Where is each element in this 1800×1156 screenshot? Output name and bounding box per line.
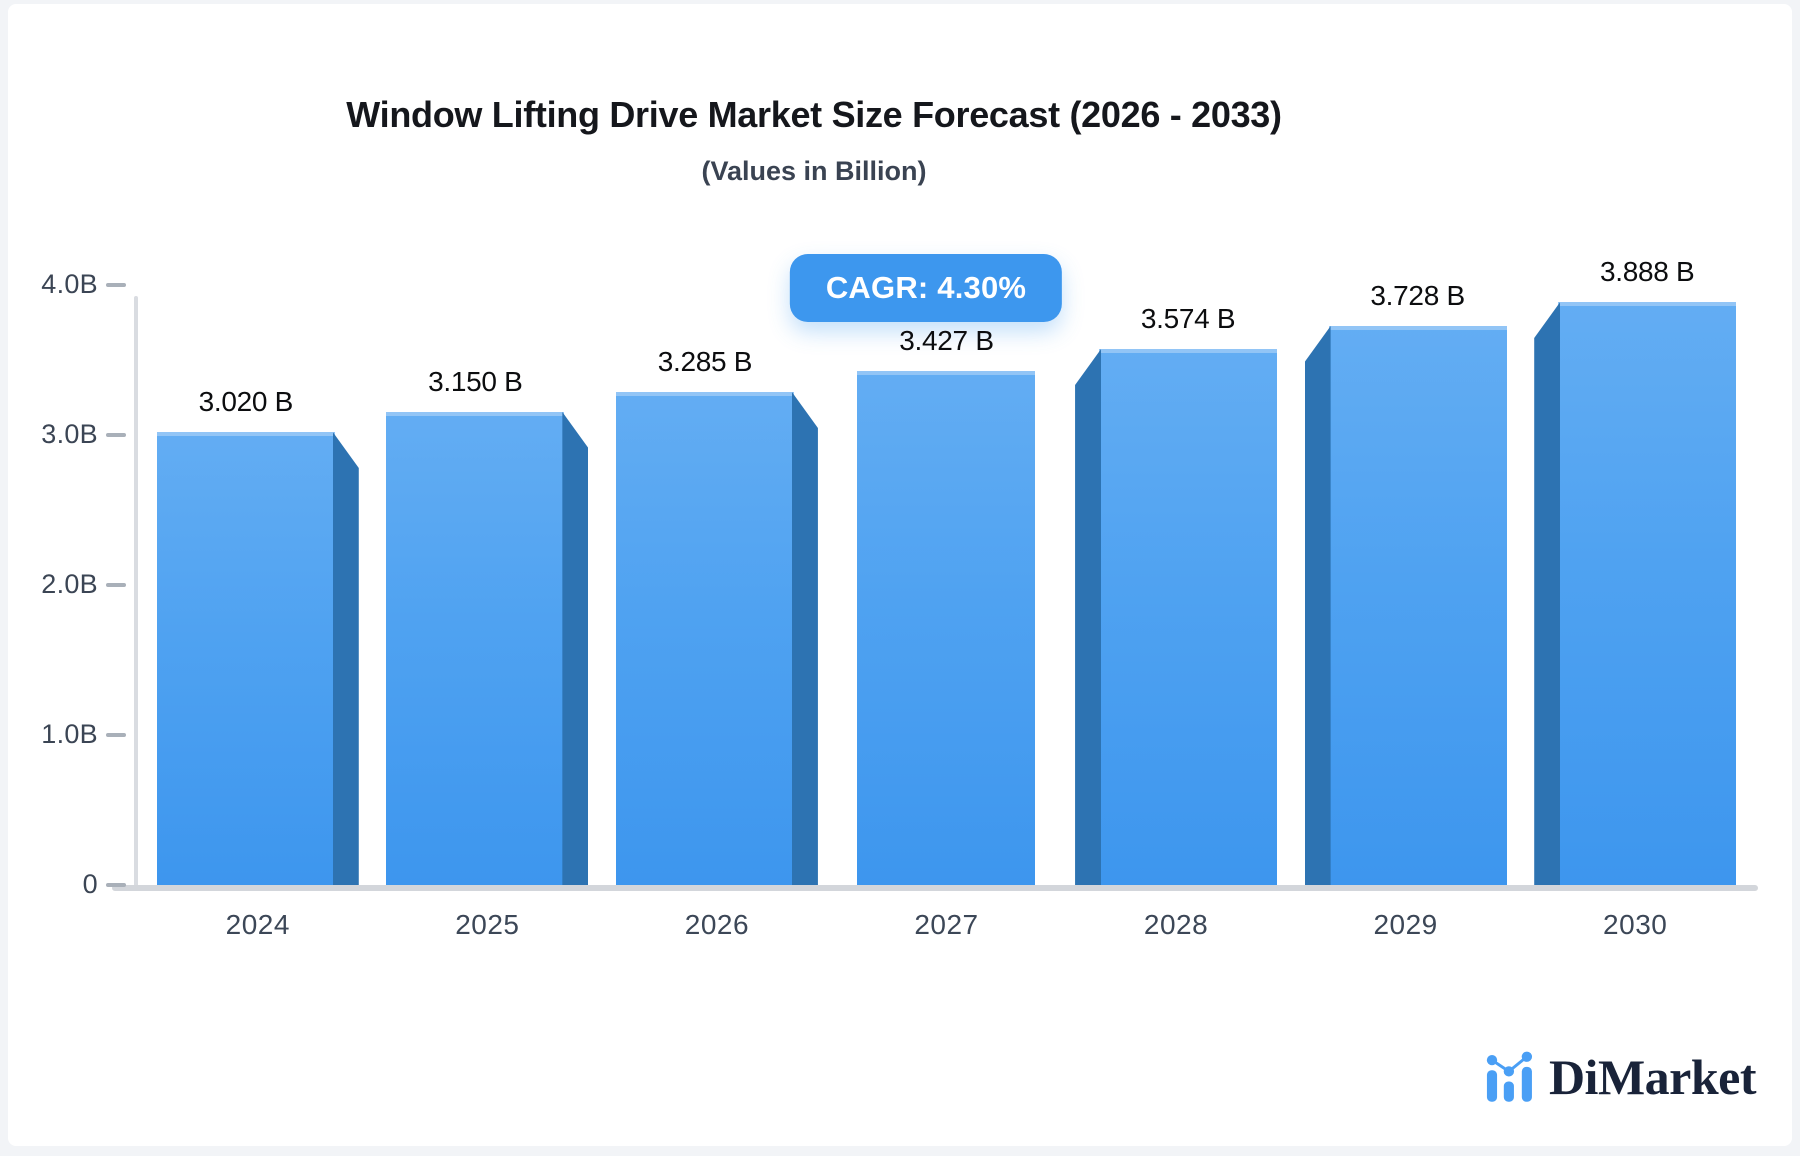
y-axis-tick — [106, 733, 126, 737]
bar-side-shadow — [791, 392, 818, 885]
bar-column-2028: 3.574 B 2028 — [1061, 285, 1291, 940]
y-axis-tick-label: 3.0B — [41, 419, 98, 449]
bar-value-label: 3.150 B — [428, 366, 523, 397]
bar-2028: 3.574 B — [1075, 303, 1278, 885]
y-axis-tick — [106, 883, 126, 887]
bar-value-label: 3.020 B — [198, 386, 294, 417]
bar-value-label: 3.728 B — [1370, 280, 1465, 311]
y-axis-tick-label: 4.0B — [41, 269, 98, 299]
y-axis-tick-label: 1.0B — [41, 719, 98, 749]
bar-column-2024: 3.020 B 2024 — [143, 285, 373, 940]
chart-card: Window Lifting Drive Market Size Forecas… — [8, 4, 1792, 1146]
x-axis-label: 2030 — [1603, 909, 1668, 940]
x-axis-line — [112, 885, 1758, 891]
bar-2026: 3.285 B — [615, 346, 818, 885]
x-axis-label: 2029 — [1373, 909, 1438, 940]
plot-area: 3.020 B 2024 3.150 B 2025 3.285 B 2026 3.427 B… — [143, 256, 1750, 940]
bar-value-label: 3.285 B — [657, 346, 753, 377]
bar-side-shadow — [1304, 326, 1331, 885]
bar-side-shadow — [332, 432, 359, 885]
bar-face — [1099, 349, 1278, 885]
bar-face — [156, 432, 335, 885]
bar-column-2030: 3.888 B 2030 — [1520, 256, 1750, 940]
bar-column-2026: 3.285 B 2026 — [602, 285, 832, 940]
cagr-badge: CAGR: 4.30% — [789, 254, 1063, 322]
x-axis-label: 2028 — [1143, 909, 1209, 940]
bar-side-shadow — [1534, 302, 1561, 885]
bar-value-label: 3.427 B — [899, 325, 994, 356]
dimarket-logo: DiMarket — [1483, 1048, 1757, 1106]
chart-subtitle: (Values in Billion) — [701, 156, 927, 186]
y-axis-tick-label: 2.0B — [41, 569, 98, 599]
mini-bar-chart-icon — [1486, 1051, 1533, 1102]
x-axis-label: 2024 — [225, 909, 290, 940]
bar-face — [1558, 302, 1737, 885]
bar-value-label: 3.888 B — [1599, 256, 1695, 287]
x-axis-label: 2026 — [684, 909, 750, 940]
bar-column-2027: 3.427 B 2027 — [832, 285, 1062, 940]
bar-2029: 3.728 B — [1304, 280, 1507, 885]
x-axis-label: 2025 — [455, 909, 520, 940]
bar-2030: 3.888 B — [1534, 256, 1737, 885]
bar-face — [1328, 326, 1507, 885]
y-axis-tick-label: 0 — [82, 869, 98, 899]
bar-2027: 3.427 B — [857, 325, 1036, 885]
bar-column-2025: 3.150 B 2025 — [373, 285, 603, 940]
y-axis-line — [134, 296, 138, 888]
x-axis-label: 2027 — [914, 909, 979, 940]
bar-side-shadow — [562, 412, 589, 885]
chart-title: Window Lifting Drive Market Size Forecas… — [346, 94, 1282, 135]
bar-face — [386, 412, 565, 885]
bar-face — [857, 371, 1036, 885]
y-axis-tick — [106, 283, 126, 287]
bar-side-shadow — [1075, 349, 1102, 885]
logo-text: DiMarket — [1548, 1049, 1757, 1105]
bar-face — [615, 392, 794, 885]
bar-2025: 3.150 B — [386, 366, 589, 885]
bar-value-label: 3.574 B — [1140, 303, 1236, 334]
bar-column-2029: 3.728 B 2029 — [1291, 280, 1521, 940]
y-axis-tick — [106, 583, 126, 587]
cagr-badge-label: CAGR: 4.30% — [825, 270, 1027, 305]
chart-header: Window Lifting Drive Market Size Forecas… — [8, 94, 1620, 187]
y-axis-tick — [106, 433, 126, 437]
bar-2024: 3.020 B — [156, 386, 359, 885]
